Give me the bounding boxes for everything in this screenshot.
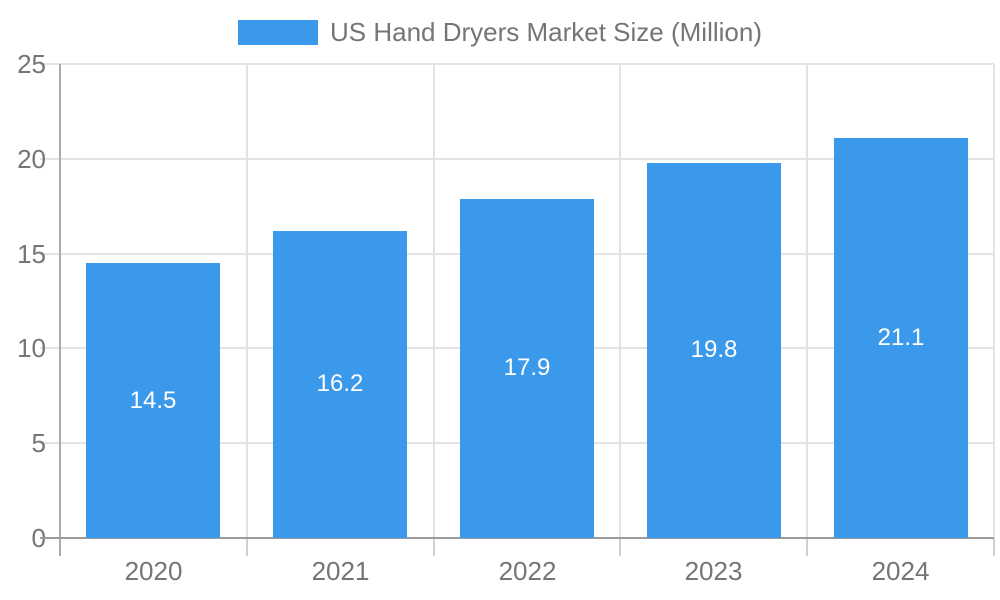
bar-value-label-2023: 19.8 <box>690 336 738 363</box>
bar-2020[interactable] <box>86 263 220 538</box>
bar-value-label-2020: 14.5 <box>129 387 177 414</box>
y-tick-label-5: 5 <box>31 428 46 458</box>
y-tick-label-25: 25 <box>17 49 46 79</box>
y-tick-5 <box>40 442 60 444</box>
bar-2021[interactable] <box>273 231 407 538</box>
gridline-x-2 <box>433 64 435 538</box>
x-tick-2 <box>433 538 435 556</box>
legend-label: US Hand Dryers Market Size (Million) <box>330 16 762 47</box>
y-tick-label-15: 15 <box>17 239 46 269</box>
bar-2022[interactable] <box>460 199 594 538</box>
gridline-x-5 <box>993 64 995 538</box>
y-tick-15 <box>40 253 60 255</box>
y-tick-label-0: 0 <box>31 523 46 553</box>
x-tick-3 <box>619 538 621 556</box>
bar-2024[interactable] <box>834 138 968 538</box>
bar-value-label-2022: 17.9 <box>503 354 551 381</box>
y-tick-25 <box>40 63 60 65</box>
gridline-x-1 <box>246 64 248 538</box>
x-tick-5 <box>993 538 995 556</box>
x-tick-label-2021: 2021 <box>311 556 370 586</box>
legend-swatch <box>238 19 318 45</box>
x-tick-label-2020: 2020 <box>124 556 183 586</box>
bar-2023[interactable] <box>647 163 781 538</box>
bar-value-label-2021: 16.2 <box>316 370 364 397</box>
x-tick-label-2023: 2023 <box>684 556 743 586</box>
x-tick-label-2022: 2022 <box>498 556 557 586</box>
gridline-x-3 <box>619 64 621 538</box>
bar-value-label-2024: 21.1 <box>877 324 925 351</box>
gridline-x-4 <box>806 64 808 538</box>
gridline-y-20 <box>60 158 994 160</box>
y-axis-line <box>59 64 61 556</box>
legend[interactable]: US Hand Dryers Market Size (Million) <box>0 17 1000 47</box>
x-axis-line <box>40 537 994 539</box>
y-tick-label-10: 10 <box>17 333 46 363</box>
y-tick-10 <box>40 347 60 349</box>
gridline-y-25 <box>60 63 994 65</box>
x-tick-label-2024: 2024 <box>871 556 930 586</box>
y-tick-label-20: 20 <box>17 144 46 174</box>
x-tick-4 <box>806 538 808 556</box>
y-tick-20 <box>40 158 60 160</box>
x-tick-1 <box>246 538 248 556</box>
